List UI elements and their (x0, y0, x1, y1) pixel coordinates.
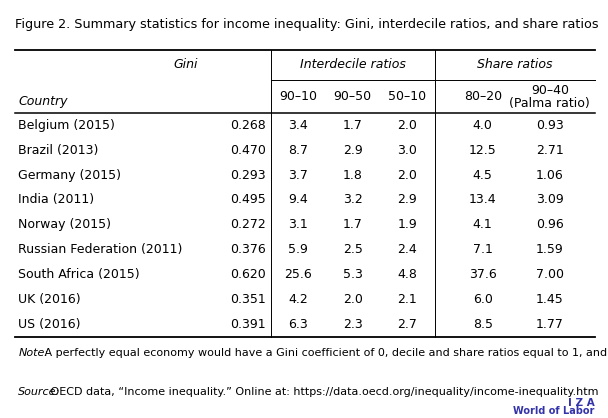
Text: Gini: Gini (173, 58, 198, 71)
Text: OECD data, “Income inequality.” Online at: https://data.oecd.org/inequality/inco: OECD data, “Income inequality.” Online a… (47, 387, 599, 397)
Text: 0.272: 0.272 (230, 218, 266, 231)
Text: 1.9: 1.9 (398, 218, 417, 231)
Text: 1.77: 1.77 (536, 318, 564, 331)
Text: 1.45: 1.45 (536, 293, 564, 306)
Text: 2.5: 2.5 (343, 243, 362, 256)
Text: 0.495: 0.495 (230, 194, 266, 206)
Text: 2.9: 2.9 (343, 144, 362, 157)
Text: Figure 2. Summary statistics for income inequality: Gini, interdecile ratios, an: Figure 2. Summary statistics for income … (15, 18, 599, 31)
Text: 6.3: 6.3 (288, 318, 308, 331)
Text: 80–20: 80–20 (464, 90, 502, 103)
Text: 0.620: 0.620 (230, 268, 266, 281)
Text: 2.0: 2.0 (398, 119, 417, 132)
Text: 3.7: 3.7 (288, 168, 308, 181)
Text: India (2011): India (2011) (18, 194, 94, 206)
Text: 50–10: 50–10 (389, 90, 426, 103)
Text: Russian Federation (2011): Russian Federation (2011) (18, 243, 182, 256)
Text: (Palma ratio): (Palma ratio) (510, 97, 590, 110)
Text: 1.7: 1.7 (343, 119, 362, 132)
Text: Country: Country (18, 95, 67, 108)
Text: 1.06: 1.06 (536, 168, 564, 181)
Text: 2.7: 2.7 (398, 318, 417, 331)
Text: 5.9: 5.9 (288, 243, 308, 256)
Text: 2.0: 2.0 (343, 293, 362, 306)
Text: Belgium (2015): Belgium (2015) (18, 119, 115, 132)
Text: 0.268: 0.268 (230, 119, 266, 132)
Text: 3.4: 3.4 (288, 119, 308, 132)
Text: Note:: Note: (18, 348, 49, 358)
Text: 4.1: 4.1 (473, 218, 492, 231)
Text: 4.8: 4.8 (398, 268, 417, 281)
Text: 0.351: 0.351 (230, 293, 266, 306)
Text: 13.4: 13.4 (469, 194, 497, 206)
Text: A perfectly equal economy would have a Gini coefficient of 0, decile and share r: A perfectly equal economy would have a G… (41, 348, 608, 358)
Text: 2.3: 2.3 (343, 318, 362, 331)
Text: Brazil (2013): Brazil (2013) (18, 144, 98, 157)
Text: 5.3: 5.3 (343, 268, 362, 281)
Text: Interdecile ratios: Interdecile ratios (300, 58, 406, 71)
Text: 9.4: 9.4 (288, 194, 308, 206)
Text: 3.0: 3.0 (398, 144, 417, 157)
Text: 12.5: 12.5 (469, 144, 497, 157)
Text: 90–10: 90–10 (279, 90, 317, 103)
Text: 8.5: 8.5 (472, 318, 492, 331)
Text: Share ratios: Share ratios (477, 58, 553, 71)
Text: 2.71: 2.71 (536, 144, 564, 157)
Text: 90–50: 90–50 (334, 90, 371, 103)
Text: 0.293: 0.293 (230, 168, 266, 181)
Text: 7.00: 7.00 (536, 268, 564, 281)
Text: Source:: Source: (18, 387, 60, 397)
Text: 3.1: 3.1 (288, 218, 308, 231)
Text: 4.5: 4.5 (473, 168, 492, 181)
Text: 2.9: 2.9 (398, 194, 417, 206)
Text: 4.2: 4.2 (288, 293, 308, 306)
Text: 3.09: 3.09 (536, 194, 564, 206)
Text: 6.0: 6.0 (473, 293, 492, 306)
Text: South Africa (2015): South Africa (2015) (18, 268, 140, 281)
Text: 2.1: 2.1 (398, 293, 417, 306)
Text: 0.391: 0.391 (230, 318, 266, 331)
Text: UK (2016): UK (2016) (18, 293, 81, 306)
Text: 1.8: 1.8 (343, 168, 362, 181)
Text: 0.96: 0.96 (536, 218, 564, 231)
Text: 0.470: 0.470 (230, 144, 266, 157)
Text: 1.7: 1.7 (343, 218, 362, 231)
Text: 8.7: 8.7 (288, 144, 308, 157)
Text: World of Labor: World of Labor (513, 406, 595, 416)
Text: Germany (2015): Germany (2015) (18, 168, 121, 181)
Text: 90–40: 90–40 (531, 84, 569, 97)
Text: 25.6: 25.6 (284, 268, 312, 281)
Text: 4.0: 4.0 (473, 119, 492, 132)
Text: 0.93: 0.93 (536, 119, 564, 132)
Text: 0.376: 0.376 (230, 243, 266, 256)
Text: 7.1: 7.1 (473, 243, 492, 256)
Text: 2.4: 2.4 (398, 243, 417, 256)
Text: 3.2: 3.2 (343, 194, 362, 206)
Text: Norway (2015): Norway (2015) (18, 218, 111, 231)
Text: 2.0: 2.0 (398, 168, 417, 181)
Text: I Z A: I Z A (568, 398, 595, 408)
Text: 1.59: 1.59 (536, 243, 564, 256)
Text: US (2016): US (2016) (18, 318, 81, 331)
Text: 37.6: 37.6 (469, 268, 497, 281)
